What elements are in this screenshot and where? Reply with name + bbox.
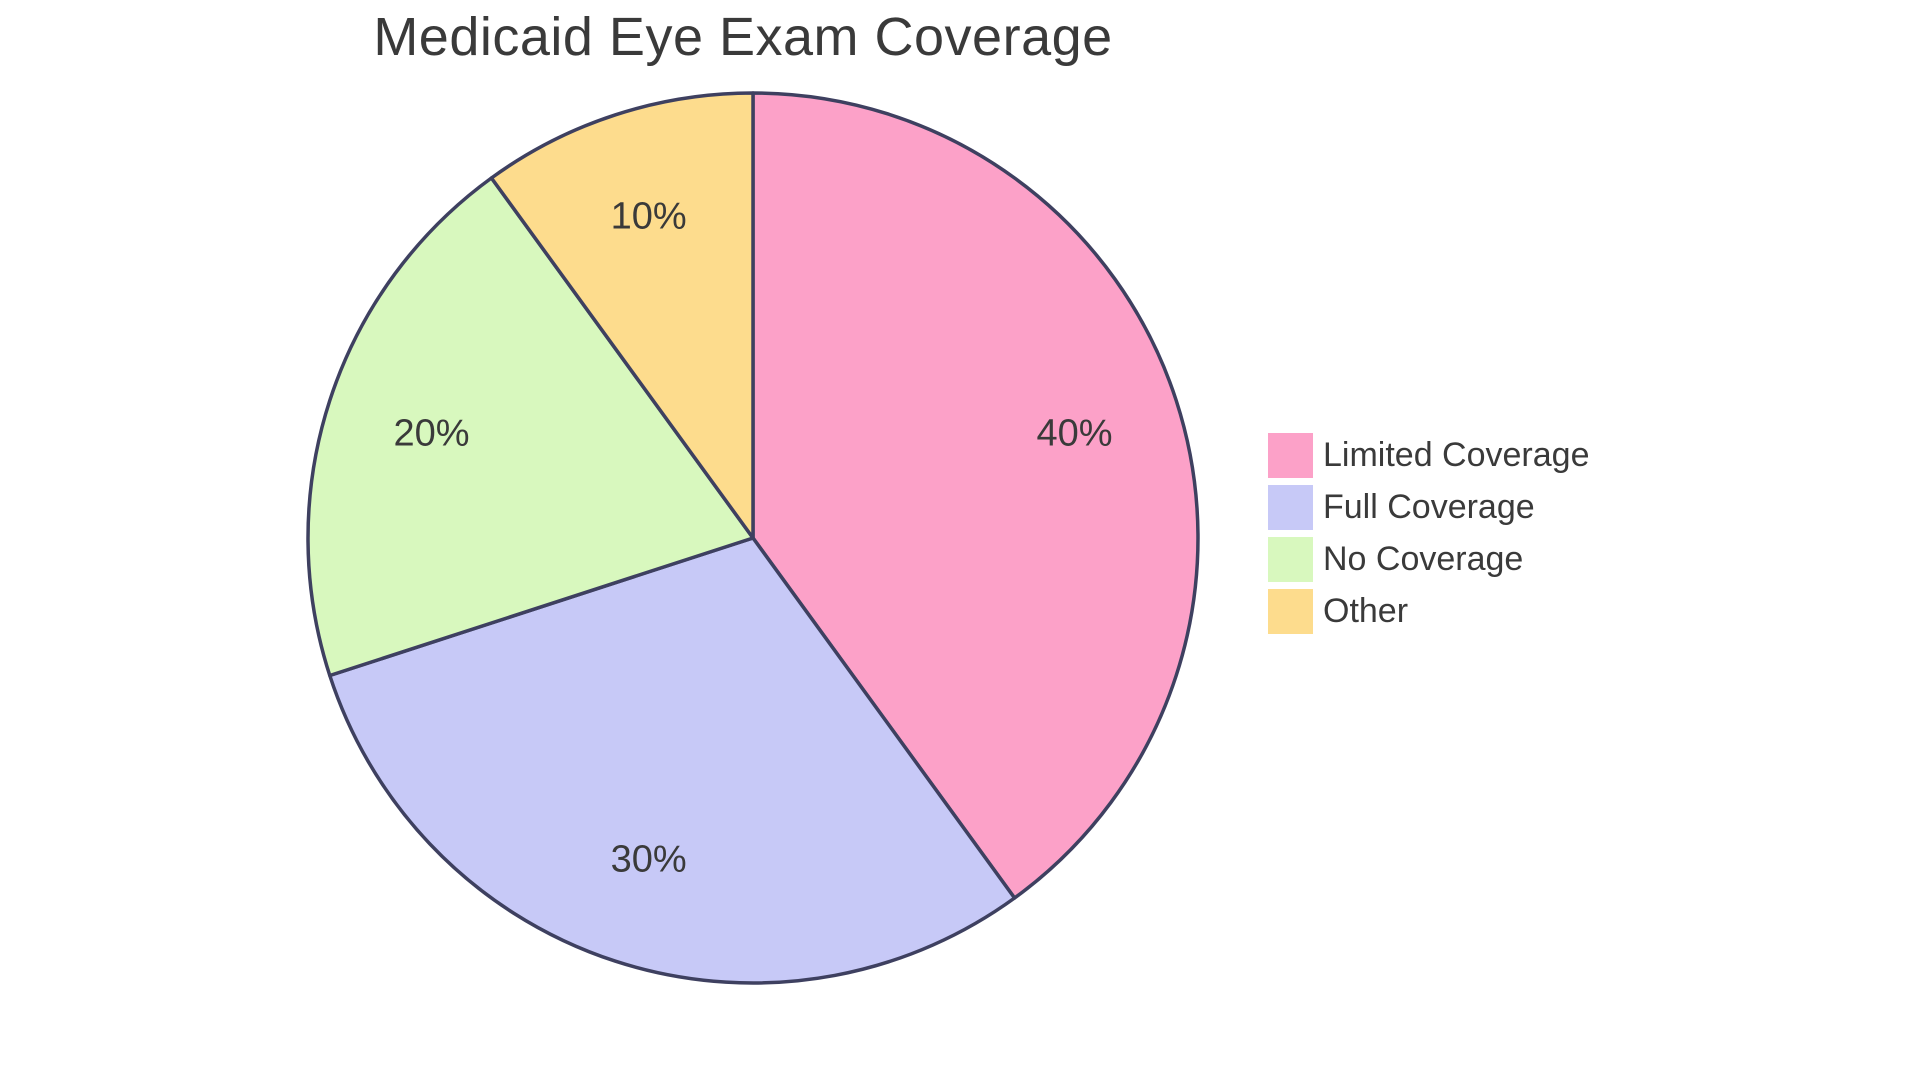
legend-label: No Coverage <box>1323 540 1524 578</box>
legend-swatch-icon <box>1268 537 1313 582</box>
legend-item-limited-coverage[interactable]: Limited Coverage <box>1268 433 1589 478</box>
legend-label: Limited Coverage <box>1323 436 1590 474</box>
legend-label: Other <box>1323 592 1409 630</box>
slice-percent-label-other: 10% <box>611 196 687 238</box>
slice-percent-label-no-coverage: 20% <box>393 413 469 455</box>
slice-percent-label-limited-coverage: 40% <box>1036 413 1112 455</box>
pie-slice-full-coverage[interactable] <box>328 536 1017 985</box>
pie-slice-no-coverage[interactable] <box>306 176 755 678</box>
pie-slice-other[interactable] <box>489 91 755 540</box>
legend-item-other[interactable]: Other <box>1268 589 1589 634</box>
pie-slice-limited-coverage[interactable] <box>751 91 1200 900</box>
legend-swatch-icon <box>1268 433 1313 478</box>
legend-swatch-icon <box>1268 589 1313 634</box>
legend-item-no-coverage[interactable]: No Coverage <box>1268 537 1589 582</box>
chart-title: Medicaid Eye Exam Coverage <box>373 7 1113 67</box>
slice-percent-label-full-coverage: 30% <box>611 839 687 881</box>
legend-item-full-coverage[interactable]: Full Coverage <box>1268 485 1589 530</box>
legend-swatch-icon <box>1268 485 1313 530</box>
legend: Limited Coverage Full Coverage No Coverage… <box>1268 433 1589 634</box>
legend-label: Full Coverage <box>1323 488 1535 526</box>
